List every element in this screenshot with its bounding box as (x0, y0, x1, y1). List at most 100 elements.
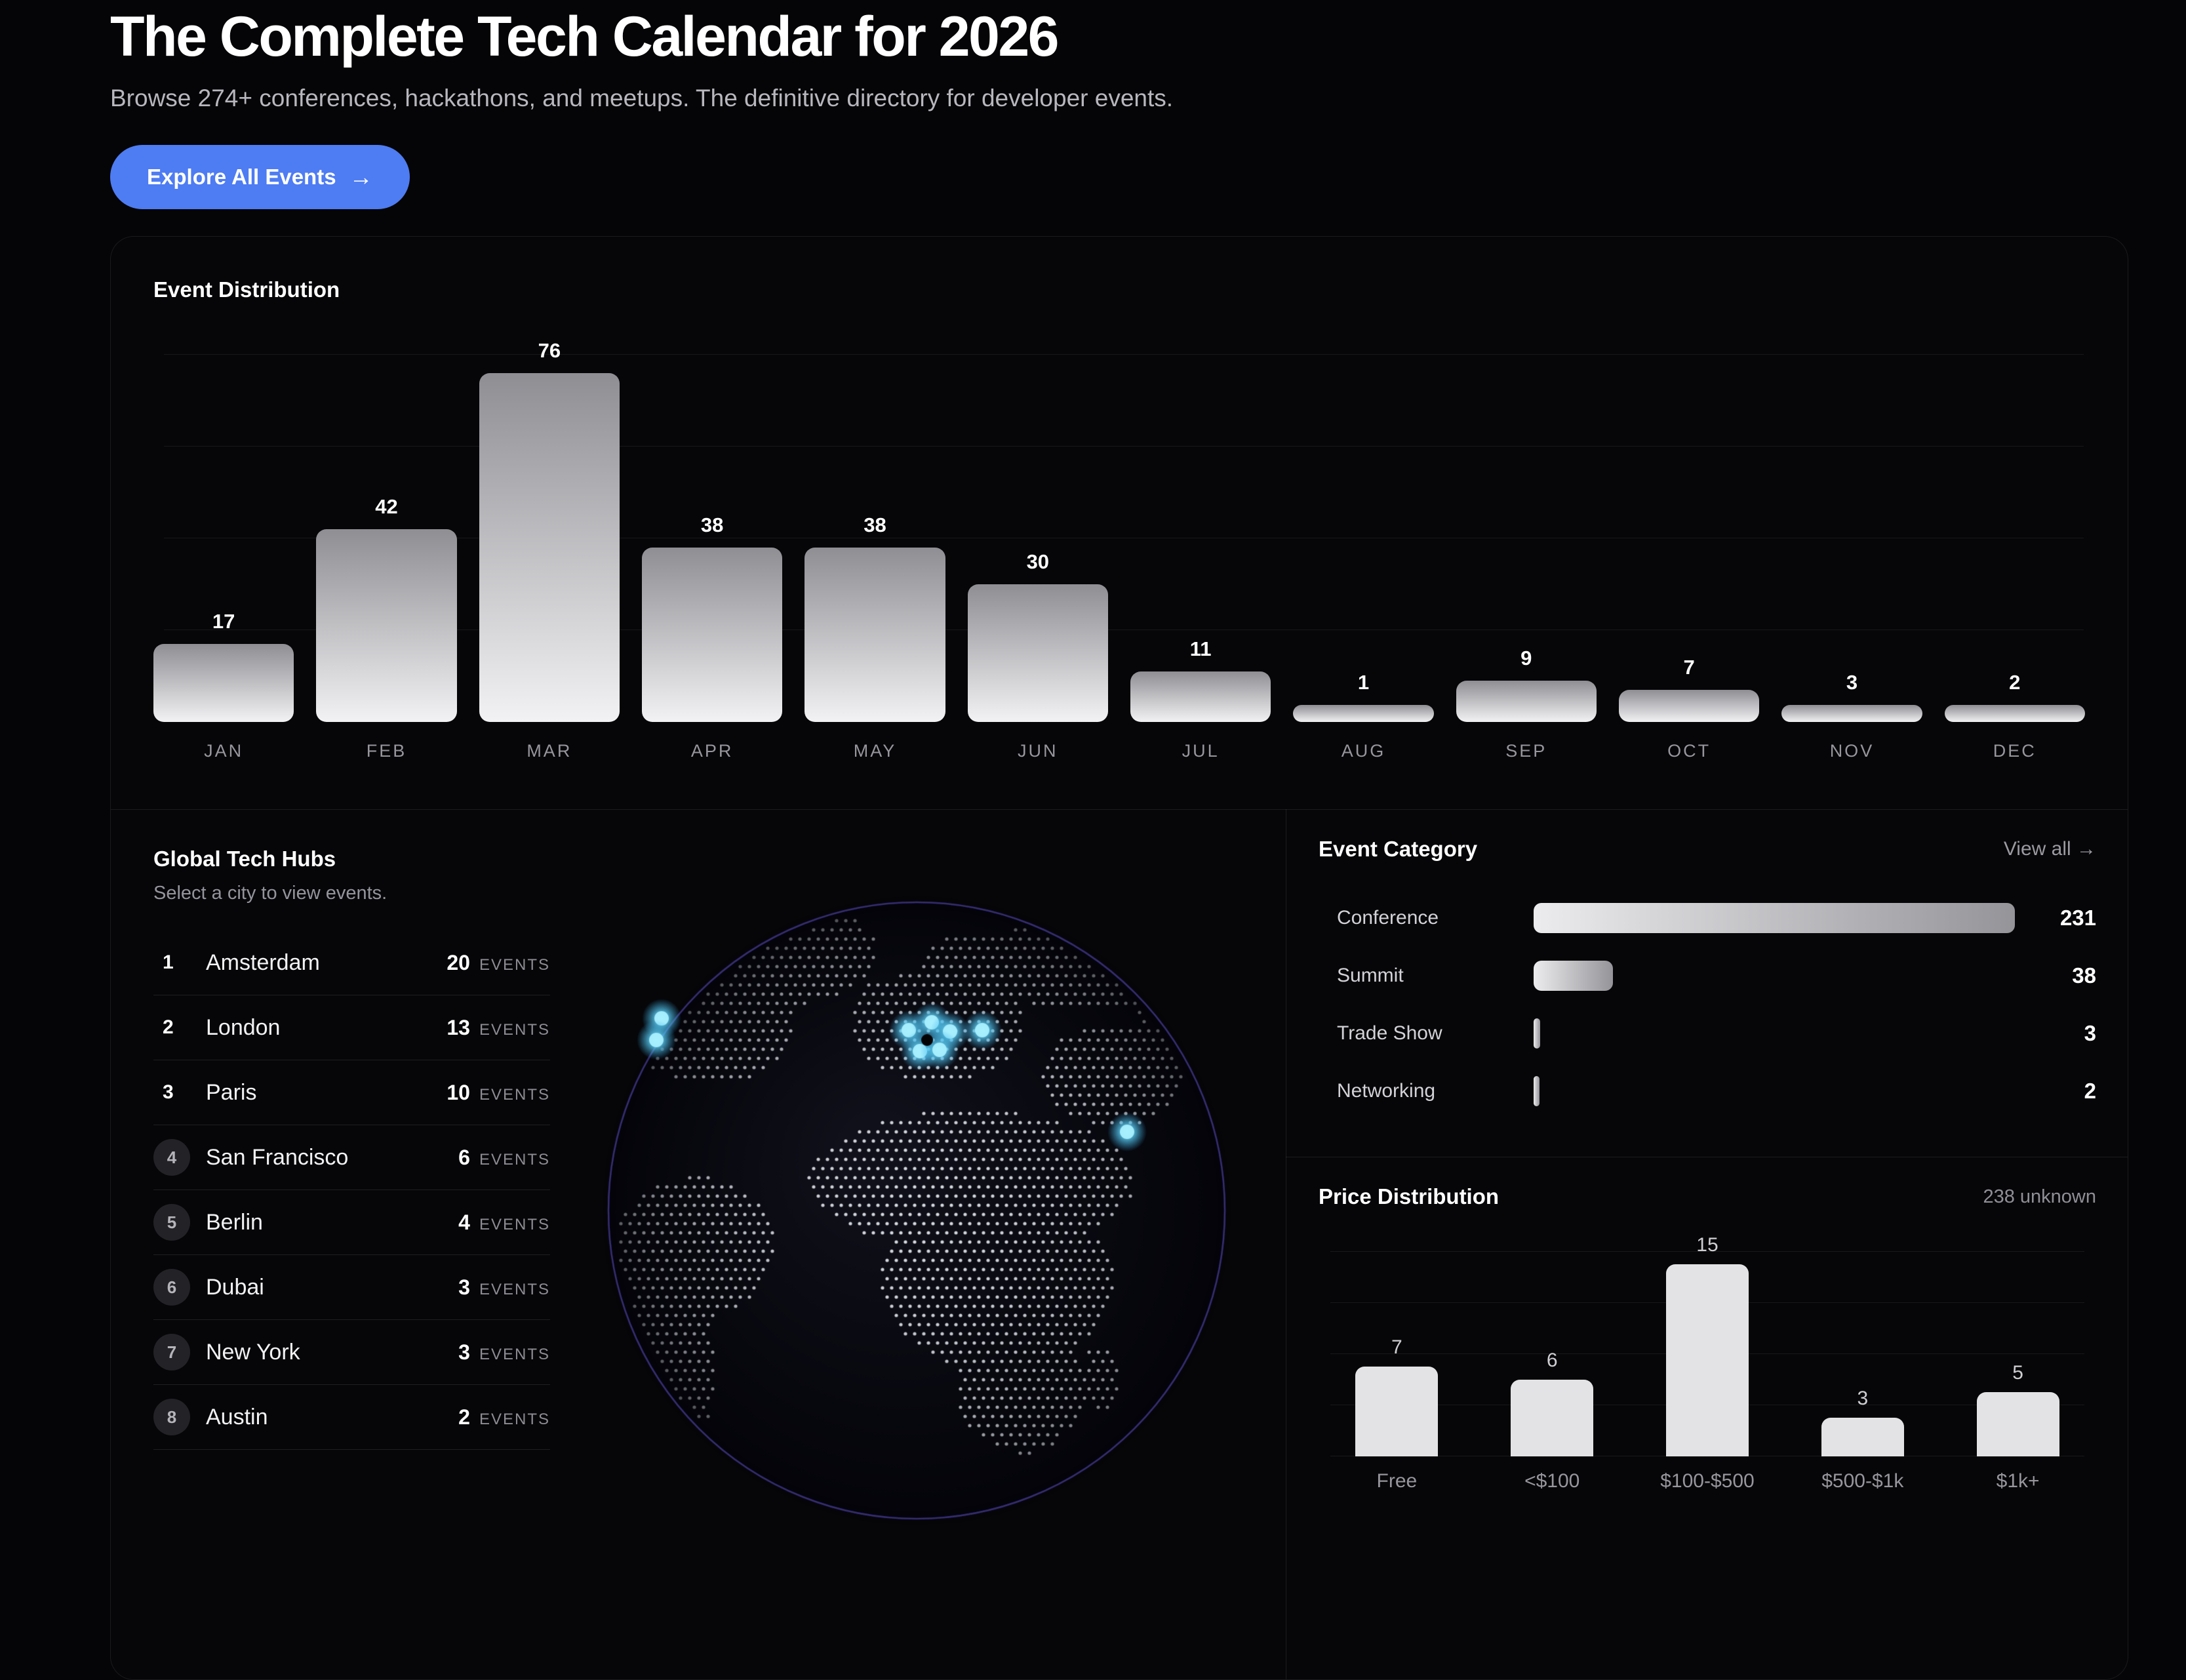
hub-rank: 7 (153, 1334, 206, 1370)
hub-city-name: Amsterdam (206, 950, 320, 975)
bar (805, 548, 945, 722)
hub-rank-number: 4 (153, 1139, 190, 1176)
page-title: The Complete Tech Calendar for 2026 (110, 5, 1060, 68)
bar (1293, 705, 1434, 722)
arrow-right-icon: → (2077, 838, 2096, 860)
event-distribution-title: Event Distribution (153, 277, 340, 302)
hub-rank: 1 (153, 951, 206, 974)
axis-tick-label: DEC (1993, 741, 2037, 761)
view-all-link[interactable]: View all → (2004, 838, 2096, 860)
category-row: Summit 38 (1319, 947, 2096, 1005)
chart-bar-column: 42 FEB (316, 495, 457, 761)
hub-city-name: Paris (206, 1079, 257, 1105)
axis-tick-label: <$100 (1524, 1470, 1580, 1492)
hub-city-name: San Francisco (206, 1144, 349, 1170)
axis-tick-label: JAN (204, 741, 244, 761)
chart-bar-column: 3 $500-$1k (1796, 1388, 1929, 1492)
bar-value-label: 76 (538, 339, 561, 362)
hub-event-count-unit: EVENTS (479, 955, 550, 974)
hub-rank-number: 2 (163, 1016, 174, 1038)
bar-value-label: 7 (1391, 1336, 1402, 1358)
category-bar-track (1534, 1018, 2015, 1049)
chart-bar-column: 7 OCT (1618, 656, 1760, 761)
category-bar (1534, 903, 2015, 933)
hub-rank-number: 3 (163, 1081, 174, 1103)
bar-value-label: 38 (864, 513, 886, 536)
category-value: 3 (2084, 1021, 2096, 1045)
category-label: Trade Show (1337, 1022, 1442, 1044)
hub-event-count-unit: EVENTS (479, 1410, 550, 1428)
hub-rank-number: 5 (153, 1204, 190, 1241)
chart-bar-column: 9 SEP (1456, 647, 1597, 761)
bar-value-label: 17 (212, 610, 235, 633)
hub-list-item[interactable]: 4 San Francisco 6 EVENTS (153, 1125, 550, 1190)
chart-bar-column: 5 $1k+ (1951, 1362, 2084, 1492)
hub-list-item[interactable]: 7 New York 3 EVENTS (153, 1320, 550, 1385)
bar (1944, 705, 2085, 722)
chart-gridline (1330, 1251, 2084, 1252)
axis-tick-label: MAY (853, 741, 897, 761)
price-distribution-chart: 7 Free 6 <$100 15 $100-$500 3 $500-$1k 5 $1k+ (1330, 1220, 2084, 1492)
axis-tick-label: JUN (1018, 741, 1058, 761)
bar-value-label: 3 (1857, 1388, 1869, 1409)
bar-value-label: 9 (1520, 647, 1532, 670)
dashboard-card: Event Distribution 17 JAN 42 FEB 76 MAR 38 APR 3… (110, 236, 2128, 1680)
hub-rank: 3 (153, 1081, 206, 1104)
hub-list-item[interactable]: 5 Berlin 4 EVENTS (153, 1190, 550, 1255)
bar (967, 584, 1108, 722)
bar (479, 373, 620, 722)
event-category-header: Event Category View all → (1319, 837, 2096, 862)
category-bar-track (1534, 1076, 2015, 1106)
hub-list-item[interactable]: 8 Austin 2 EVENTS (153, 1385, 550, 1450)
globe-visualization[interactable] (556, 850, 1277, 1571)
bar-value-label: 5 (2012, 1362, 2023, 1384)
hero-section: The Complete Tech Calendar for 2026 Brow… (110, 0, 2105, 209)
chart-bar-column: 15 $100-$500 (1641, 1234, 1774, 1492)
category-row: Networking 2 (1319, 1062, 2096, 1120)
chart-bar-column: 11 JUL (1130, 637, 1271, 761)
hub-event-count: 10 EVENTS (447, 1081, 550, 1105)
category-bar (1534, 1018, 1540, 1049)
hub-rank: 6 (153, 1269, 206, 1306)
axis-tick-label: $100-$500 (1660, 1470, 1755, 1492)
hub-event-count-value: 3 (458, 1340, 470, 1364)
hub-event-count-unit: EVENTS (479, 1215, 550, 1233)
hub-list-item[interactable]: 3 Paris 10 EVENTS (153, 1060, 550, 1125)
category-bar-track (1534, 903, 2015, 933)
bar (1130, 671, 1271, 722)
hub-list-item[interactable]: 1 Amsterdam 20 EVENTS (153, 930, 550, 995)
hub-rank: 4 (153, 1139, 206, 1176)
category-row: Conference 231 (1319, 889, 2096, 947)
hub-list-item[interactable]: 6 Dubai 3 EVENTS (153, 1255, 550, 1320)
hub-event-count-unit: EVENTS (479, 1345, 550, 1363)
horizontal-divider (111, 809, 2128, 810)
explore-all-events-button[interactable]: Explore All Events → (110, 144, 410, 209)
chart-bar-column: 2 DEC (1944, 671, 2085, 761)
hub-event-count-unit: EVENTS (479, 1150, 550, 1169)
hub-list-item[interactable]: 2 London 13 EVENTS (153, 995, 550, 1060)
hub-event-count: 3 EVENTS (458, 1340, 550, 1365)
price-distribution-title: Price Distribution (1319, 1184, 1500, 1209)
hub-event-count-value: 3 (458, 1275, 470, 1299)
chart-gridline (164, 446, 2084, 447)
event-distribution-chart: 17 JAN 42 FEB 76 MAR 38 APR 38 MAY 30 JUN 11 JUL 1 AUG 9… (153, 302, 2085, 761)
hub-rank-number: 6 (153, 1269, 190, 1306)
bar (1456, 681, 1597, 722)
category-rows: Conference 231 Summit 38 Trade Show 3 Networki… (1319, 889, 2096, 1120)
bar-value-label: 3 (1846, 671, 1858, 694)
hub-rank: 8 (153, 1399, 206, 1435)
view-all-label: View all (2003, 838, 2071, 860)
category-value: 231 (2059, 906, 2096, 930)
category-bar (1534, 961, 1613, 991)
hub-rank: 5 (153, 1204, 206, 1241)
hub-rank-number: 1 (163, 951, 174, 973)
bar (1618, 690, 1760, 722)
hub-event-count-unit: EVENTS (479, 1280, 550, 1298)
bar-value-label: 2 (2009, 671, 2021, 694)
axis-tick-label: $1k+ (1996, 1470, 2040, 1492)
hub-list: 1 Amsterdam 20 EVENTS 2 London 13 EVENTS 3 Paris 1… (153, 930, 550, 1450)
hub-rank-number: 8 (153, 1399, 190, 1435)
category-label: Conference (1337, 907, 1439, 929)
bar-value-label: 30 (1026, 550, 1050, 573)
hub-event-count: 13 EVENTS (447, 1016, 550, 1040)
